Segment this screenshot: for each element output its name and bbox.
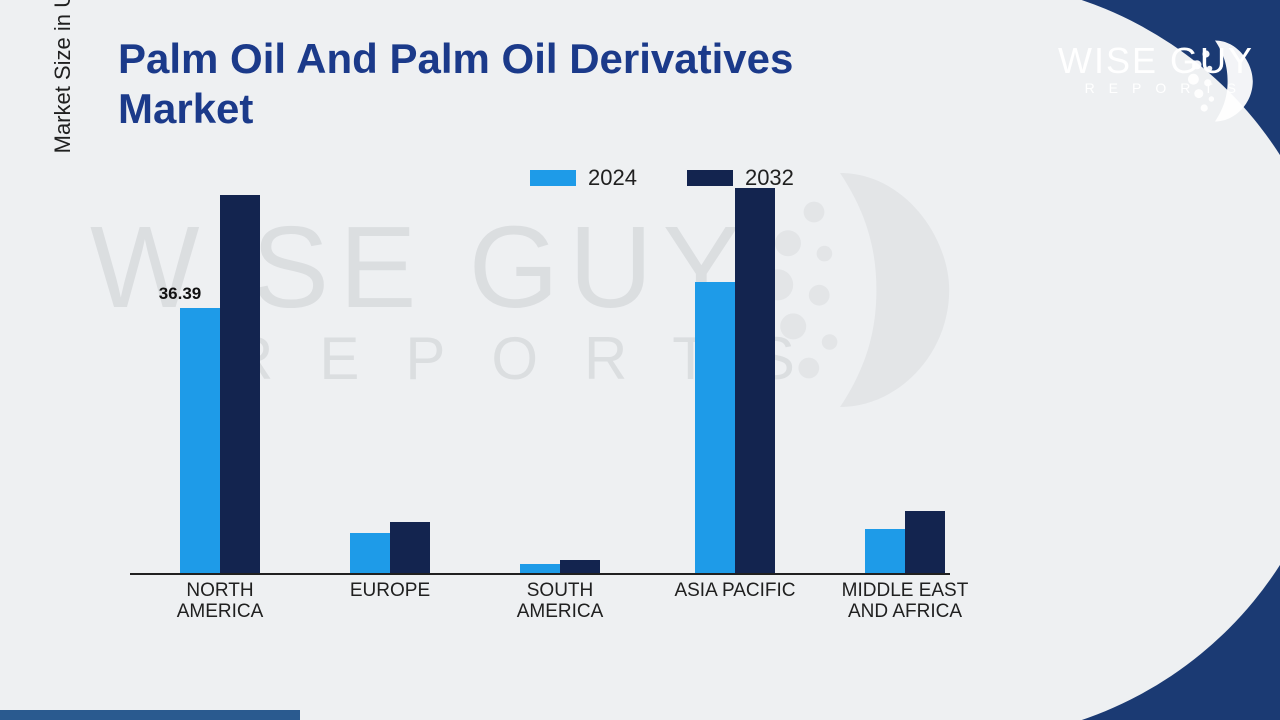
bottom-strip (0, 710, 300, 720)
bar (390, 522, 430, 573)
bar (865, 529, 905, 573)
chart: 2024 2032 Market Size in USD Billion 36.… (60, 165, 960, 690)
brand-line2: REPORTS (1058, 80, 1254, 96)
stage: Palm Oil And Palm Oil Derivatives Market… (0, 0, 1280, 720)
bar (560, 560, 600, 573)
bar (905, 511, 945, 573)
category-label: SOUTH AMERICA (490, 581, 630, 623)
bar (735, 188, 775, 573)
x-axis-baseline (130, 573, 950, 575)
bar (350, 533, 390, 573)
category-label: NORTH AMERICA (150, 581, 290, 623)
category-label: MIDDLE EAST AND AFRICA (835, 581, 975, 623)
bar-value-label: 36.39 (140, 284, 220, 304)
bar (695, 282, 735, 573)
category-label: EUROPE (320, 581, 460, 602)
y-axis-label: Market Size in USD Billion (50, 0, 76, 225)
plot-area: 36.39 (130, 175, 950, 575)
category-labels: NORTH AMERICA EUROPE SOUTH AMERICA ASIA PAC… (130, 577, 950, 687)
brand-logo: WISE GUY REPORTS (1058, 40, 1254, 96)
bar (180, 308, 220, 573)
brand-line1: WISE GUY (1058, 40, 1254, 82)
bar (520, 564, 560, 573)
page-title: Palm Oil And Palm Oil Derivatives Market (118, 34, 858, 133)
category-label: ASIA PACIFIC (665, 581, 805, 602)
bar (220, 195, 260, 573)
